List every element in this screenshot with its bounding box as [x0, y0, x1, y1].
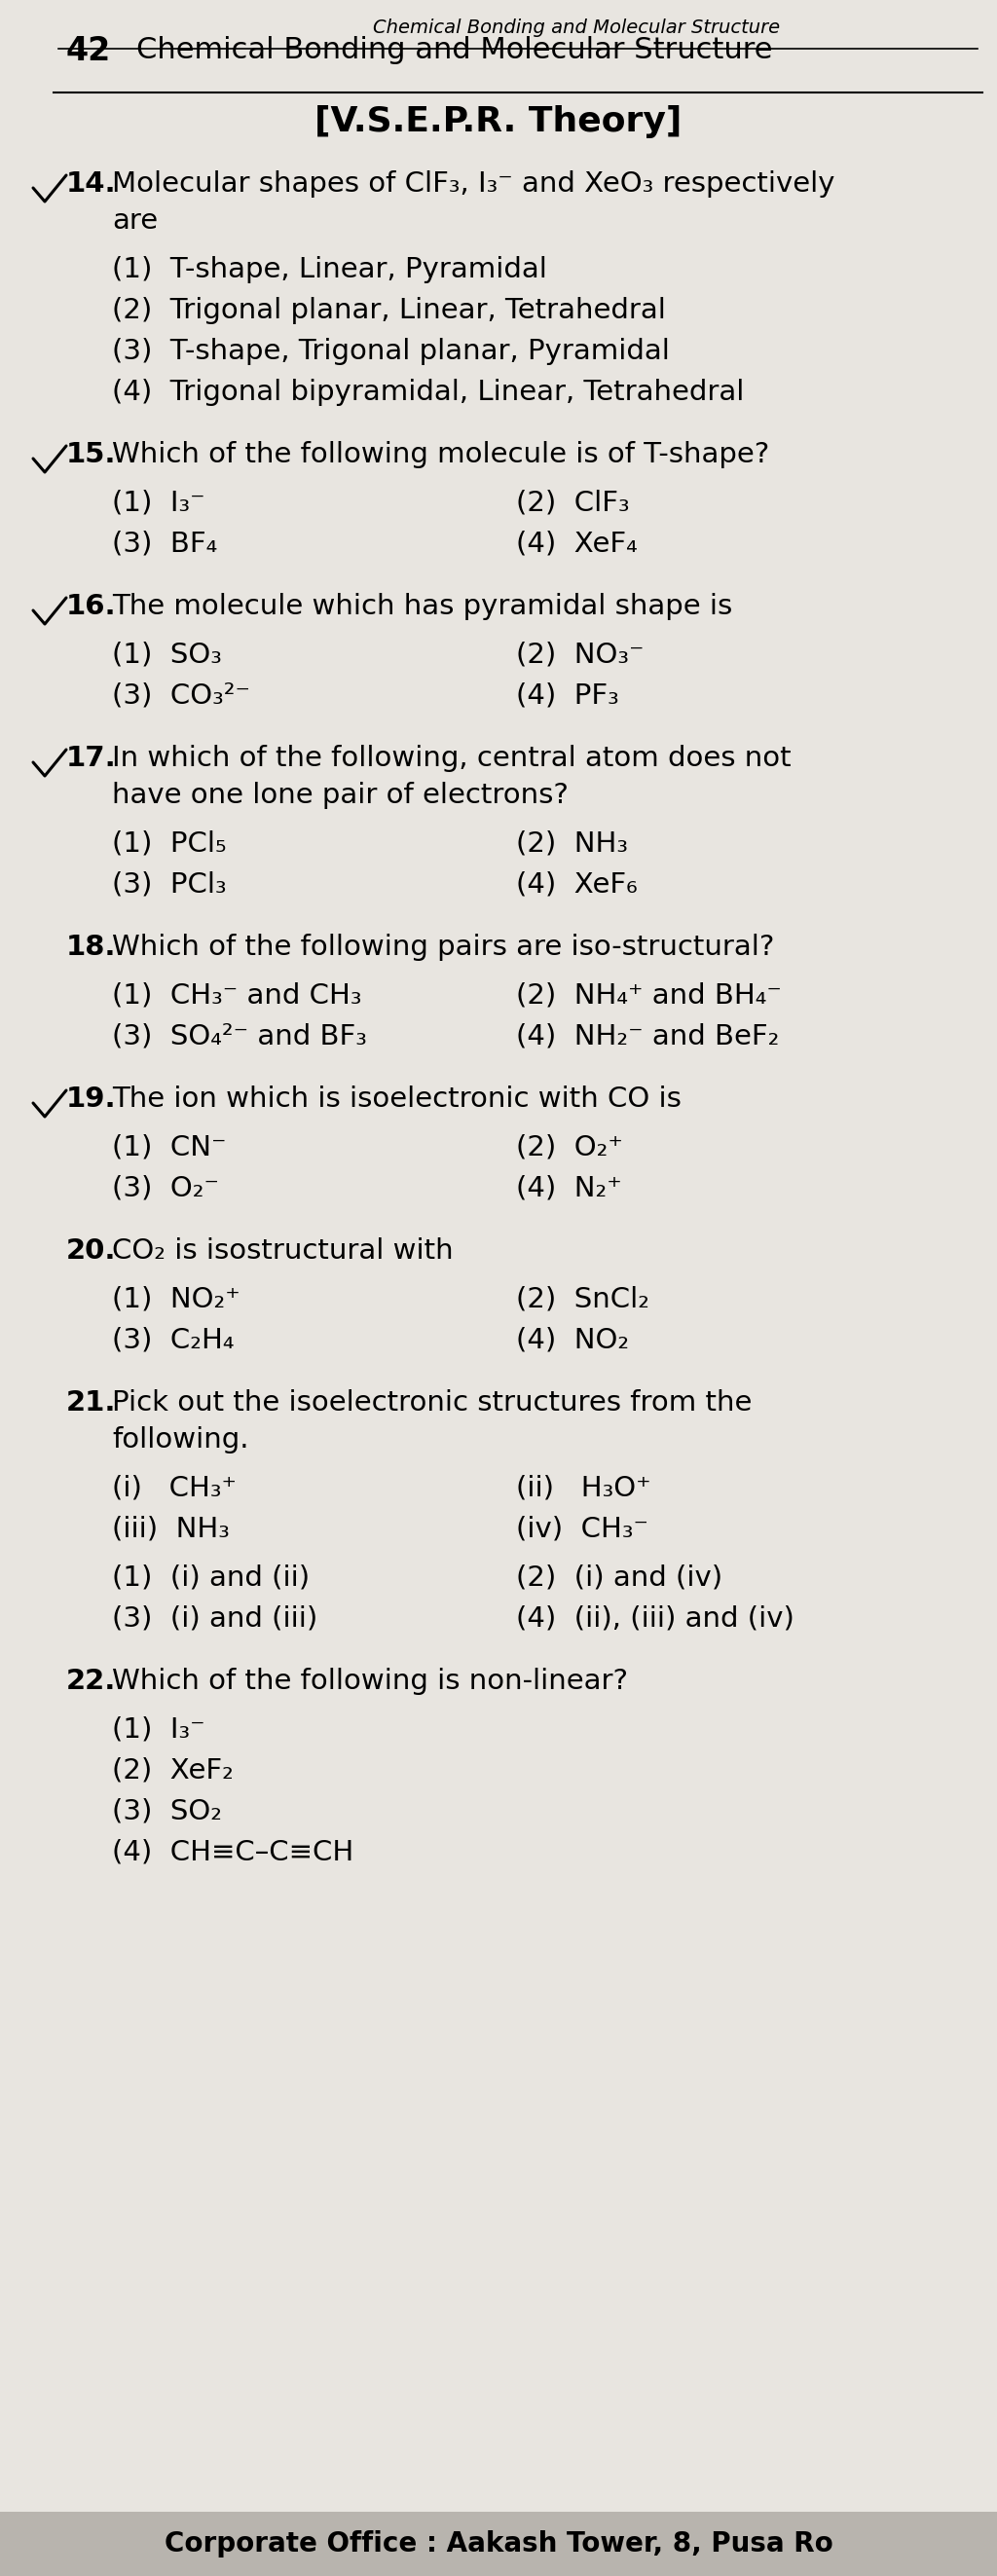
Text: 14.: 14. [66, 170, 117, 198]
Text: (4)  (ii), (iii) and (iv): (4) (ii), (iii) and (iv) [516, 1605, 795, 1633]
Text: (2)  Trigonal planar, Linear, Tetrahedral: (2) Trigonal planar, Linear, Tetrahedral [112, 296, 666, 325]
Text: Which of the following molecule is of T-shape?: Which of the following molecule is of T-… [112, 440, 770, 469]
Text: CO₂ is isostructural with: CO₂ is isostructural with [112, 1236, 454, 1265]
Text: (3)  BF₄: (3) BF₄ [112, 531, 217, 559]
Text: have one lone pair of electrons?: have one lone pair of electrons? [112, 781, 568, 809]
Text: (2)  XeF₂: (2) XeF₂ [112, 1757, 233, 1785]
Text: (2)  SnCl₂: (2) SnCl₂ [516, 1285, 649, 1314]
Text: 15.: 15. [66, 440, 117, 469]
Text: (1)  CN⁻: (1) CN⁻ [112, 1133, 226, 1162]
Text: The molecule which has pyramidal shape is: The molecule which has pyramidal shape i… [112, 592, 733, 621]
Text: (1)  T-shape, Linear, Pyramidal: (1) T-shape, Linear, Pyramidal [112, 255, 547, 283]
Text: (1)  (i) and (ii): (1) (i) and (ii) [112, 1564, 310, 1592]
Text: 21.: 21. [66, 1388, 117, 1417]
Text: following.: following. [112, 1427, 249, 1453]
Text: 19.: 19. [66, 1084, 117, 1113]
Text: (1)  NO₂⁺: (1) NO₂⁺ [112, 1285, 240, 1314]
Text: (2)  ClF₃: (2) ClF₃ [516, 489, 629, 518]
Text: (1)  PCl₅: (1) PCl₅ [112, 829, 226, 858]
Text: 16.: 16. [66, 592, 117, 621]
Text: (4)  XeF₆: (4) XeF₆ [516, 871, 637, 899]
Text: (4)  XeF₄: (4) XeF₄ [516, 531, 637, 559]
Text: In which of the following, central atom does not: In which of the following, central atom … [112, 744, 792, 773]
Text: (3)  (i) and (iii): (3) (i) and (iii) [112, 1605, 318, 1633]
Text: (iii)  NH₃: (iii) NH₃ [112, 1515, 229, 1543]
Text: Which of the following is non-linear?: Which of the following is non-linear? [112, 1667, 628, 1695]
Text: Chemical Bonding and Molecular Structure: Chemical Bonding and Molecular Structure [373, 18, 780, 36]
Text: are: are [112, 206, 158, 234]
Text: Molecular shapes of ClF₃, I₃⁻ and XeO₃ respectively: Molecular shapes of ClF₃, I₃⁻ and XeO₃ r… [112, 170, 834, 198]
Text: (3)  PCl₃: (3) PCl₃ [112, 871, 226, 899]
Text: (iv)  CH₃⁻: (iv) CH₃⁻ [516, 1515, 648, 1543]
Text: (4)  NH₂⁻ and BeF₂: (4) NH₂⁻ and BeF₂ [516, 1023, 780, 1051]
Text: (i)   CH₃⁺: (i) CH₃⁺ [112, 1476, 236, 1502]
Text: 17.: 17. [66, 744, 117, 773]
Text: (1)  I₃⁻: (1) I₃⁻ [112, 489, 205, 518]
Text: (3)  T-shape, Trigonal planar, Pyramidal: (3) T-shape, Trigonal planar, Pyramidal [112, 337, 670, 366]
Text: (1)  I₃⁻: (1) I₃⁻ [112, 1716, 205, 1744]
Text: (3)  O₂⁻: (3) O₂⁻ [112, 1175, 219, 1203]
Text: The ion which is isoelectronic with CO is: The ion which is isoelectronic with CO i… [112, 1084, 681, 1113]
Text: 22.: 22. [66, 1667, 117, 1695]
Text: Which of the following pairs are iso-structural?: Which of the following pairs are iso-str… [112, 933, 775, 961]
Text: Corporate Office : Aakash Tower, 8, Pusa Ro: Corporate Office : Aakash Tower, 8, Pusa… [165, 2530, 832, 2558]
Text: (2)  (i) and (iv): (2) (i) and (iv) [516, 1564, 723, 1592]
Text: Pick out the isoelectronic structures from the: Pick out the isoelectronic structures fr… [112, 1388, 752, 1417]
Text: (ii)   H₃O⁺: (ii) H₃O⁺ [516, 1476, 651, 1502]
Text: (1)  CH₃⁻ and CH₃: (1) CH₃⁻ and CH₃ [112, 981, 362, 1010]
Text: (4)  NO₂: (4) NO₂ [516, 1327, 629, 1355]
Text: (3)  SO₄²⁻ and BF₃: (3) SO₄²⁻ and BF₃ [112, 1023, 367, 1051]
Text: (2)  NO₃⁻: (2) NO₃⁻ [516, 641, 644, 670]
Text: [V.S.E.P.R. Theory]: [V.S.E.P.R. Theory] [315, 106, 682, 139]
Text: 20.: 20. [66, 1236, 117, 1265]
Text: (1)  SO₃: (1) SO₃ [112, 641, 222, 670]
Text: (2)  O₂⁺: (2) O₂⁺ [516, 1133, 623, 1162]
Text: (3)  SO₂: (3) SO₂ [112, 1798, 222, 1826]
Text: (3)  C₂H₄: (3) C₂H₄ [112, 1327, 234, 1355]
Text: Chemical Bonding and Molecular Structure: Chemical Bonding and Molecular Structure [137, 36, 773, 64]
Text: (3)  CO₃²⁻: (3) CO₃²⁻ [112, 683, 250, 711]
Bar [0, 2512, 997, 2576]
Text: (2)  NH₃: (2) NH₃ [516, 829, 628, 858]
Text: (4)  PF₃: (4) PF₃ [516, 683, 619, 711]
Text: (4)  CH≡C–C≡CH: (4) CH≡C–C≡CH [112, 1839, 354, 1865]
Text: (4)  N₂⁺: (4) N₂⁺ [516, 1175, 622, 1203]
Text: (4)  Trigonal bipyramidal, Linear, Tetrahedral: (4) Trigonal bipyramidal, Linear, Tetrah… [112, 379, 744, 407]
Text: (2)  NH₄⁺ and BH₄⁻: (2) NH₄⁺ and BH₄⁻ [516, 981, 782, 1010]
Text: 18.: 18. [66, 933, 117, 961]
Text: 42: 42 [66, 33, 112, 67]
